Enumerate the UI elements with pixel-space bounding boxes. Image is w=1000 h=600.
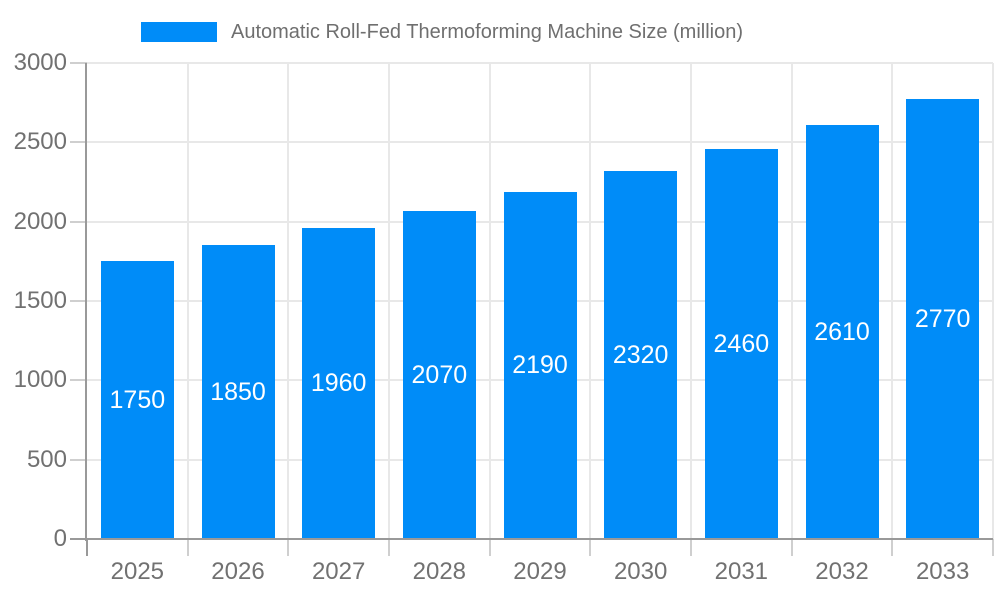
x-axis-tick [186, 539, 189, 556]
x-axis-line [70, 538, 993, 540]
bar-value-label: 1850 [210, 378, 266, 407]
x-tick-label-2033: 2033 [915, 558, 970, 585]
bar-value-label: 2070 [411, 360, 468, 389]
y-tick-label: 2500 [13, 128, 67, 156]
y-tick-label: 500 [26, 445, 67, 473]
x-axis-tick [488, 539, 491, 556]
x-tick-label-2026: 2026 [211, 558, 265, 585]
bar-value-label: 2610 [814, 317, 870, 346]
v-gridline [992, 63, 994, 539]
bar-2032[interactable]: 2610 [805, 124, 879, 539]
x-tick-label-2025: 2025 [110, 558, 165, 585]
x-tick-label-2027: 2027 [311, 558, 366, 585]
bar-2027[interactable]: 1960 [302, 228, 376, 539]
y-axis-line [85, 63, 87, 541]
x-axis-tick [86, 539, 88, 556]
bar-2033[interactable]: 2770 [906, 99, 980, 539]
bar-2025[interactable]: 1750 [100, 261, 174, 539]
y-tick-label: 0 [53, 525, 67, 552]
v-gridline [891, 63, 894, 539]
x-axis-tick [891, 539, 894, 556]
y-tick-label: 1000 [13, 366, 67, 394]
bar-value-label: 1960 [310, 369, 367, 398]
v-gridline [488, 63, 491, 539]
legend-label: Automatic Roll-Fed Thermoforming Machine… [231, 21, 744, 43]
h-gridline [87, 141, 993, 144]
legend[interactable]: Automatic Roll-Fed Thermoforming Machine… [141, 21, 743, 43]
v-gridline [790, 63, 793, 539]
y-axis-tick [70, 300, 87, 302]
v-gridline [690, 63, 692, 539]
x-axis-tick [589, 539, 592, 556]
x-tick-label-2029: 2029 [513, 558, 567, 585]
bar-2031[interactable]: 2460 [704, 148, 778, 539]
x-axis-tick [690, 539, 692, 556]
bar-value-label: 2190 [512, 351, 568, 380]
v-gridline [589, 63, 592, 539]
y-axis-tick [70, 458, 87, 461]
h-gridline [87, 62, 993, 64]
x-axis-tick [287, 539, 290, 556]
x-tick-label-2028: 2028 [412, 558, 467, 585]
x-tick-label-2032: 2032 [815, 558, 869, 585]
y-axis-tick [70, 141, 87, 144]
bar-value-label: 1750 [109, 386, 166, 415]
legend-swatch-icon[interactable] [141, 22, 217, 42]
x-tick-label-2031: 2031 [714, 558, 769, 585]
y-tick-label: 1500 [13, 287, 67, 314]
y-tick-label: 2000 [13, 207, 67, 235]
y-axis-tick [70, 220, 87, 223]
bar-value-label: 2770 [914, 305, 971, 334]
bar-2029[interactable]: 2190 [503, 191, 577, 539]
bar-2028[interactable]: 2070 [402, 210, 476, 539]
y-axis-tick [70, 62, 87, 64]
bar-2030[interactable]: 2320 [604, 170, 678, 539]
v-gridline [186, 63, 189, 539]
y-tick-label: 3000 [13, 49, 67, 76]
x-axis-tick [992, 539, 994, 556]
bar-2026[interactable]: 1850 [201, 245, 275, 539]
x-axis-tick [790, 539, 793, 556]
v-gridline [287, 63, 290, 539]
bar-value-label: 2460 [713, 329, 770, 358]
v-gridline [388, 63, 390, 539]
bar-value-label: 2320 [612, 340, 669, 369]
x-tick-label-2030: 2030 [613, 558, 668, 585]
x-axis-tick [388, 539, 390, 556]
y-axis-tick [70, 379, 87, 382]
